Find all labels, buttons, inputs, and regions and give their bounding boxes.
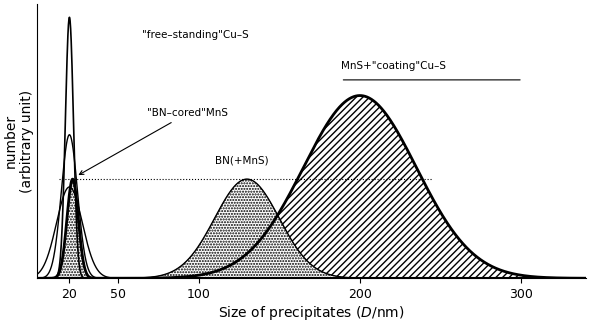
Text: "free–standing"Cu–S: "free–standing"Cu–S — [142, 30, 249, 40]
Text: BN(+MnS): BN(+MnS) — [215, 156, 268, 165]
Y-axis label: number
(arbitrary unit): number (arbitrary unit) — [4, 90, 34, 193]
X-axis label: Size of precipitates ($D$/nm): Size of precipitates ($D$/nm) — [218, 304, 405, 322]
Text: "BN–cored"MnS: "BN–cored"MnS — [80, 109, 228, 174]
Text: MnS+"coating"Cu–S: MnS+"coating"Cu–S — [340, 61, 445, 71]
